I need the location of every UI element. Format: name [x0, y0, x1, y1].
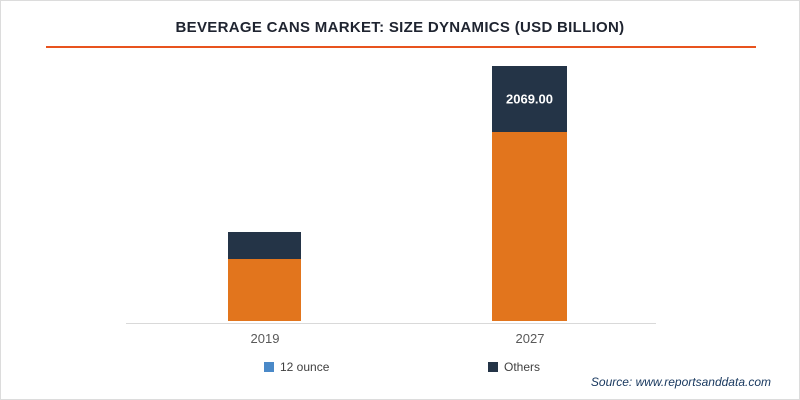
source-attribution: Source: www.reportsanddata.com: [590, 375, 771, 389]
legend-swatch-12ounce: [264, 362, 274, 372]
title-underline: [46, 46, 756, 48]
chart-title: BEVERAGE CANS MARKET: SIZE DYNAMICS (USD…: [175, 19, 625, 36]
bar-segment-12ounce-2019: [228, 259, 301, 321]
legend-label-others: Others: [504, 360, 541, 374]
legend-label-12ounce: 12 ounce: [280, 360, 330, 374]
bar-segment-others-2019: [228, 232, 301, 259]
legend-item-others: Others: [488, 360, 540, 374]
data-label-2027: 2069.00: [506, 91, 553, 107]
x-axis-label-2027: 2027: [515, 331, 545, 346]
x-axis-line: [126, 323, 656, 324]
x-axis-label-2019: 2019: [250, 331, 280, 346]
bar-2027: 2069.00: [492, 66, 567, 321]
legend-swatch-others: [488, 362, 498, 372]
legend-item-12ounce: 12 ounce: [264, 360, 329, 374]
bar-segment-12ounce-2027: [492, 132, 567, 321]
bar-segment-others-2027: 2069.00: [492, 66, 567, 132]
bar-2019: [228, 232, 301, 321]
